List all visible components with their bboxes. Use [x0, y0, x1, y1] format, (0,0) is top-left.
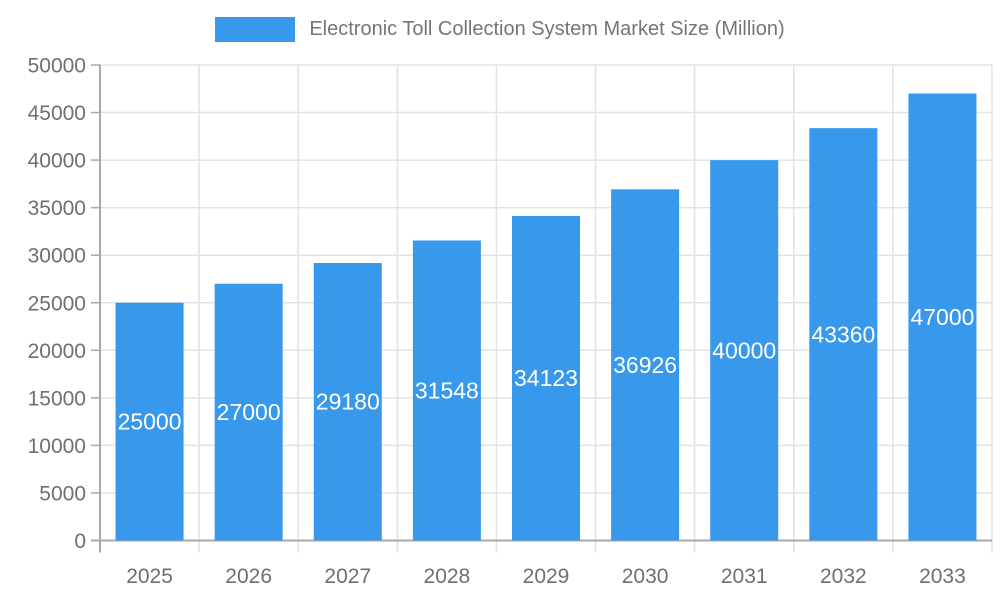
bar-value-label: 27000 [217, 399, 281, 425]
x-tick-label: 2032 [820, 565, 867, 588]
bar-value-label: 43360 [811, 321, 875, 347]
y-tick-label: 5000 [39, 482, 86, 505]
x-tick-label: 2025 [126, 565, 173, 588]
y-tick-label: 0 [74, 530, 86, 553]
bar-value-label: 47000 [910, 304, 974, 330]
bar-value-label: 31548 [415, 377, 479, 403]
bar-value-label: 36926 [613, 352, 677, 378]
bar [412, 240, 481, 541]
bar-value-label: 29180 [316, 389, 380, 415]
bar [710, 160, 779, 541]
bar [809, 128, 878, 541]
chart-title: Electronic Toll Collection System Market… [309, 18, 785, 40]
bar [611, 189, 680, 541]
y-tick-label: 35000 [28, 197, 86, 220]
y-tick-label: 20000 [28, 340, 86, 363]
legend-swatch [215, 17, 296, 42]
y-tick-label: 50000 [28, 55, 86, 78]
bar-value-label: 25000 [118, 409, 182, 435]
bar [908, 93, 977, 541]
x-tick-label: 2027 [324, 565, 371, 588]
y-tick-label: 15000 [28, 387, 86, 410]
x-tick-label: 2033 [919, 565, 966, 588]
bar [115, 302, 184, 541]
x-tick-label: 2026 [225, 565, 272, 588]
y-tick-label: 25000 [28, 292, 86, 315]
bar [214, 283, 283, 541]
y-tick-label: 10000 [28, 435, 86, 458]
x-tick-label: 2030 [622, 565, 669, 588]
x-tick-label: 2028 [424, 565, 471, 588]
legend: Electronic Toll Collection System Market… [0, 17, 1000, 42]
y-tick-label: 30000 [28, 245, 86, 268]
bar-value-label: 40000 [712, 337, 776, 363]
x-tick-label: 2029 [523, 565, 570, 588]
bar-value-label: 34123 [514, 365, 578, 391]
y-tick-label: 45000 [28, 102, 86, 125]
bar [512, 215, 580, 541]
x-tick-label: 2031 [721, 565, 768, 588]
bar [313, 262, 382, 541]
y-tick-label: 40000 [28, 150, 86, 173]
